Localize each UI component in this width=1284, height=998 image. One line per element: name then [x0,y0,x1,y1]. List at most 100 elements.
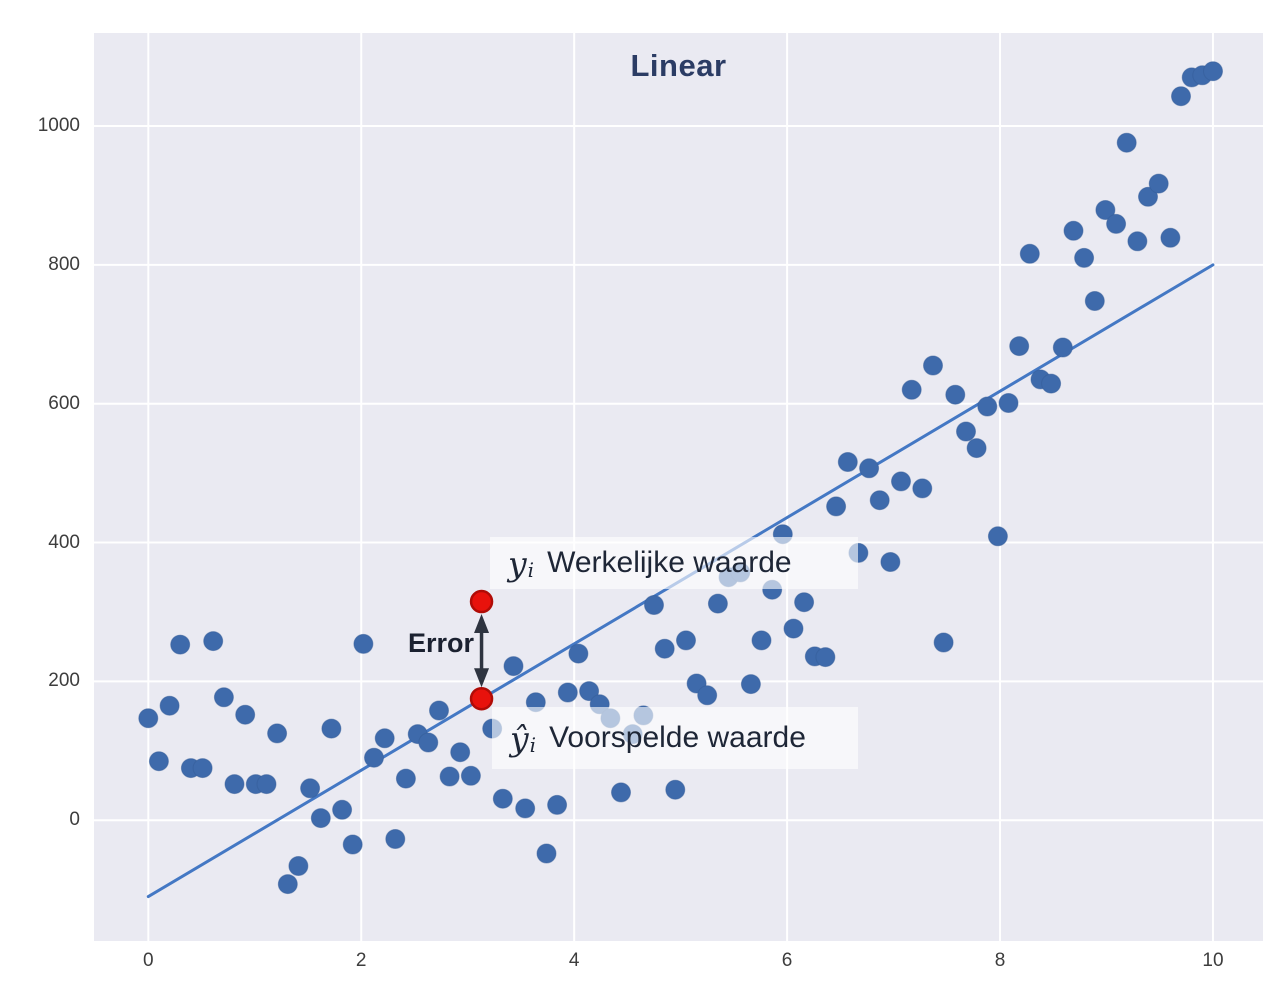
scatter-point [1171,86,1191,107]
math-subscript-i: i [529,733,537,757]
scatter-point [880,552,901,572]
scatter-point [364,747,384,768]
scatter-point [1084,291,1105,311]
scatter-point [665,779,686,800]
scatter-point [159,695,180,716]
scatter-point [536,843,557,864]
scatter-point [654,638,675,659]
scatter-point [342,834,363,855]
scatter-point [439,766,460,787]
math-symbol-y: y [508,543,527,583]
error-arrow-head-up [474,614,490,634]
scatter-point [332,799,353,820]
y-tick-label: 400 [48,531,80,553]
scatter-point [751,630,772,651]
scatter-point [1148,173,1169,194]
scatter-point [460,765,481,786]
scatter-point [203,631,224,652]
predicted-value-point [469,686,494,711]
x-tick-label: 8 [994,950,1006,971]
scatter-point [418,732,439,753]
scatter-point [945,384,966,405]
scatter-point [1160,227,1181,248]
scatter-point [235,704,256,725]
scatter-point [815,647,836,668]
scatter-point [837,452,858,472]
scatter-point [385,829,406,849]
scatter-point [321,718,342,739]
scatter-point [987,526,1008,547]
scatter-point [676,630,696,651]
scatter-point [794,592,815,613]
scatter-point [374,728,395,749]
scatter-point [515,798,536,819]
scatter-point [429,700,449,721]
scatter-point [1052,337,1073,358]
scatter-point [912,478,933,499]
y-tick-label: 600 [48,392,80,414]
actual-value-point [469,589,494,614]
scatter-point [503,656,524,677]
scatter-point [956,421,976,442]
scatter-point [977,396,998,417]
scatter-point [277,874,298,895]
error-label: Error [407,628,474,658]
scatter-point [740,674,761,695]
y-tick-label: 800 [48,253,80,275]
x-tick-label: 0 [143,950,154,971]
scatter-point [707,593,728,614]
scatter-point [826,496,847,517]
scatter-point [138,708,159,729]
scatter-point [450,742,471,763]
scatter-point [148,751,169,772]
scatter-point [1138,186,1158,207]
math-symbol-y-hat: ŷ [510,718,529,758]
scatter-point [256,774,277,795]
scatter-point [923,355,943,376]
scatter-point [1009,336,1030,357]
scatter-point [966,438,987,459]
math-subscript-i: i [527,558,535,582]
scatter-point [1019,243,1040,264]
scatter-point [492,788,513,809]
x-tick-label: 4 [568,950,580,971]
scatter-point [192,758,213,779]
scatter-point [644,595,664,615]
annotation-actual-label: Werkelijke waarde [547,546,792,579]
scatter-point [267,723,288,744]
scatter-point [891,471,911,492]
scatter-point [170,634,191,655]
scatter-point [395,768,416,789]
scatter-point [557,682,578,703]
scatter-point [353,633,374,654]
scatter-point [859,458,880,479]
scatter-point [568,643,589,664]
scatter-point [1074,247,1095,268]
scatter-point [933,632,954,653]
scatter-point [1095,200,1116,220]
scatter-point [1116,132,1137,153]
scatter-point [901,379,922,400]
scatter-point [783,618,804,639]
x-tick-label: 2 [355,950,367,971]
annotation-predicted-label: Voorspelde waarde [549,721,806,754]
y-tick-label: 200 [48,670,80,692]
x-tick-label: 10 [1202,950,1224,971]
error-arrow-head-down [474,668,490,688]
chart-title: Linear [630,48,727,83]
scatter-point [697,685,718,706]
scatter-point [1063,220,1084,241]
y-tick-label: 1000 [37,115,80,137]
scatter-point [1127,231,1148,252]
scatter-point [611,782,631,803]
scatter-point [547,794,568,815]
x-tick-label: 6 [781,950,793,971]
scatter-point [579,681,600,702]
scatter-point [224,774,245,795]
scatter-point [869,490,890,511]
scatter-point [1203,61,1223,82]
